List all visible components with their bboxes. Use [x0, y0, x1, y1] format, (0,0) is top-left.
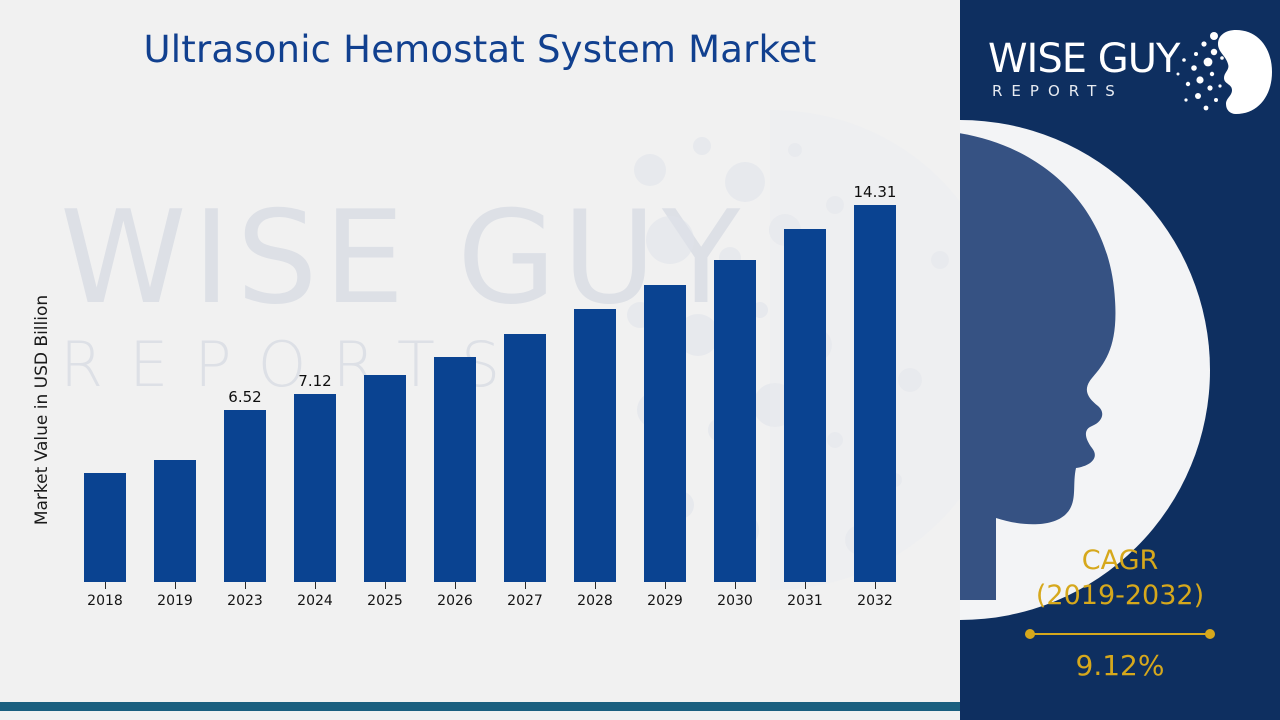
y-axis-title-text: Market Value in USD Billion: [32, 294, 53, 526]
dotted-head-profile-icon: [1176, 30, 1272, 114]
x-axis: 2018 2019 2023 2024 2025 2026 2027 2028 2029 2030…: [70, 582, 910, 622]
plot-area: 6.52 7.12 14.31: [70, 160, 910, 582]
x-tick-2027: [525, 582, 526, 589]
cagr-value: 9.12%: [1075, 649, 1165, 682]
cagr-period: (2019-2032): [1035, 579, 1205, 611]
bar-rect-2026[interactable]: [434, 356, 476, 582]
bar-2018[interactable]: [70, 160, 140, 582]
bar-value-label-2023: 6.52: [228, 388, 262, 407]
x-tick-label-2030: 2030: [717, 593, 753, 609]
bar-value-label-2024: 7.12: [298, 372, 332, 391]
bar-2024[interactable]: 7.12: [280, 160, 350, 582]
x-tick-label-2019: 2019: [157, 593, 193, 609]
x-tick-label-2025: 2025: [367, 593, 403, 609]
x-tick-2026: [455, 582, 456, 589]
cagr-divider: [1025, 629, 1215, 639]
x-tick-2032: [875, 582, 876, 589]
bar-2030[interactable]: [700, 160, 770, 582]
x-tick-2029: [665, 582, 666, 589]
bar-rect-2023[interactable]: [224, 410, 266, 582]
bar-rect-2029[interactable]: [644, 285, 686, 582]
page-title: Ultrasonic Hemostat System Market: [143, 28, 817, 71]
bar-2031[interactable]: [770, 160, 840, 582]
bottom-accent-bar: [0, 702, 960, 711]
bar-rect-2030[interactable]: [714, 259, 756, 582]
bar-rect-2031[interactable]: [784, 228, 826, 582]
x-tick-2025: [385, 582, 386, 589]
bar-2019[interactable]: [140, 160, 210, 582]
x-tick-label-2031: 2031: [787, 593, 823, 609]
y-axis-title: Market Value in USD Billion: [22, 240, 62, 580]
x-tick-label-2028: 2028: [577, 593, 613, 609]
x-tick-label-2026: 2026: [437, 593, 473, 609]
bar-rect-2019[interactable]: [154, 460, 196, 582]
bar-2028[interactable]: [560, 160, 630, 582]
chart-panel: WISE GUY REPORTS Ultrason: [0, 28, 960, 711]
x-tick-label-2018: 2018: [87, 593, 123, 609]
x-tick-2028: [595, 582, 596, 589]
face-profile-silhouette-icon: [960, 133, 1116, 600]
bar-2025[interactable]: [350, 160, 420, 582]
x-tick-label-2032: 2032: [857, 593, 893, 609]
bar-rect-2028[interactable]: [574, 309, 616, 582]
bar-2029[interactable]: [630, 160, 700, 582]
bar-rect-2027[interactable]: [504, 333, 546, 582]
brand-panel: WISE GUY REPORTS CAGR (201: [960, 0, 1280, 720]
x-tick-label-2023: 2023: [227, 593, 263, 609]
logo-subword: REPORTS: [992, 82, 1124, 100]
bar-2023[interactable]: 6.52: [210, 160, 280, 582]
bar-rect-2018[interactable]: [84, 472, 126, 582]
bar-rect-2025[interactable]: [364, 375, 406, 582]
x-tick-2031: [805, 582, 806, 589]
x-tick-2024: [315, 582, 316, 589]
x-tick-label-2027: 2027: [507, 593, 543, 609]
cagr-block: CAGR (2019-2032) 9.12%: [960, 544, 1280, 682]
brand-logo: WISE GUY REPORTS: [980, 30, 1272, 114]
cagr-divider-line: [1030, 633, 1210, 635]
cagr-title: CAGR: [1081, 545, 1159, 577]
bar-value-label-2032: 14.31: [853, 182, 897, 201]
bar-rect-2032[interactable]: [854, 204, 896, 582]
bar-2027[interactable]: [490, 160, 560, 582]
bar-2032[interactable]: 14.31: [840, 160, 910, 582]
x-tick-2018: [105, 582, 106, 589]
bar-2026[interactable]: [420, 160, 490, 582]
bar-rect-2024[interactable]: [294, 394, 336, 582]
x-tick-2023: [245, 582, 246, 589]
x-tick-label-2024: 2024: [297, 593, 333, 609]
logo-wordmark: WISE GUY: [988, 36, 1180, 82]
x-tick-2019: [175, 582, 176, 589]
cagr-divider-dot-right: [1205, 629, 1215, 639]
x-tick-label-2029: 2029: [647, 593, 683, 609]
x-tick-2030: [735, 582, 736, 589]
